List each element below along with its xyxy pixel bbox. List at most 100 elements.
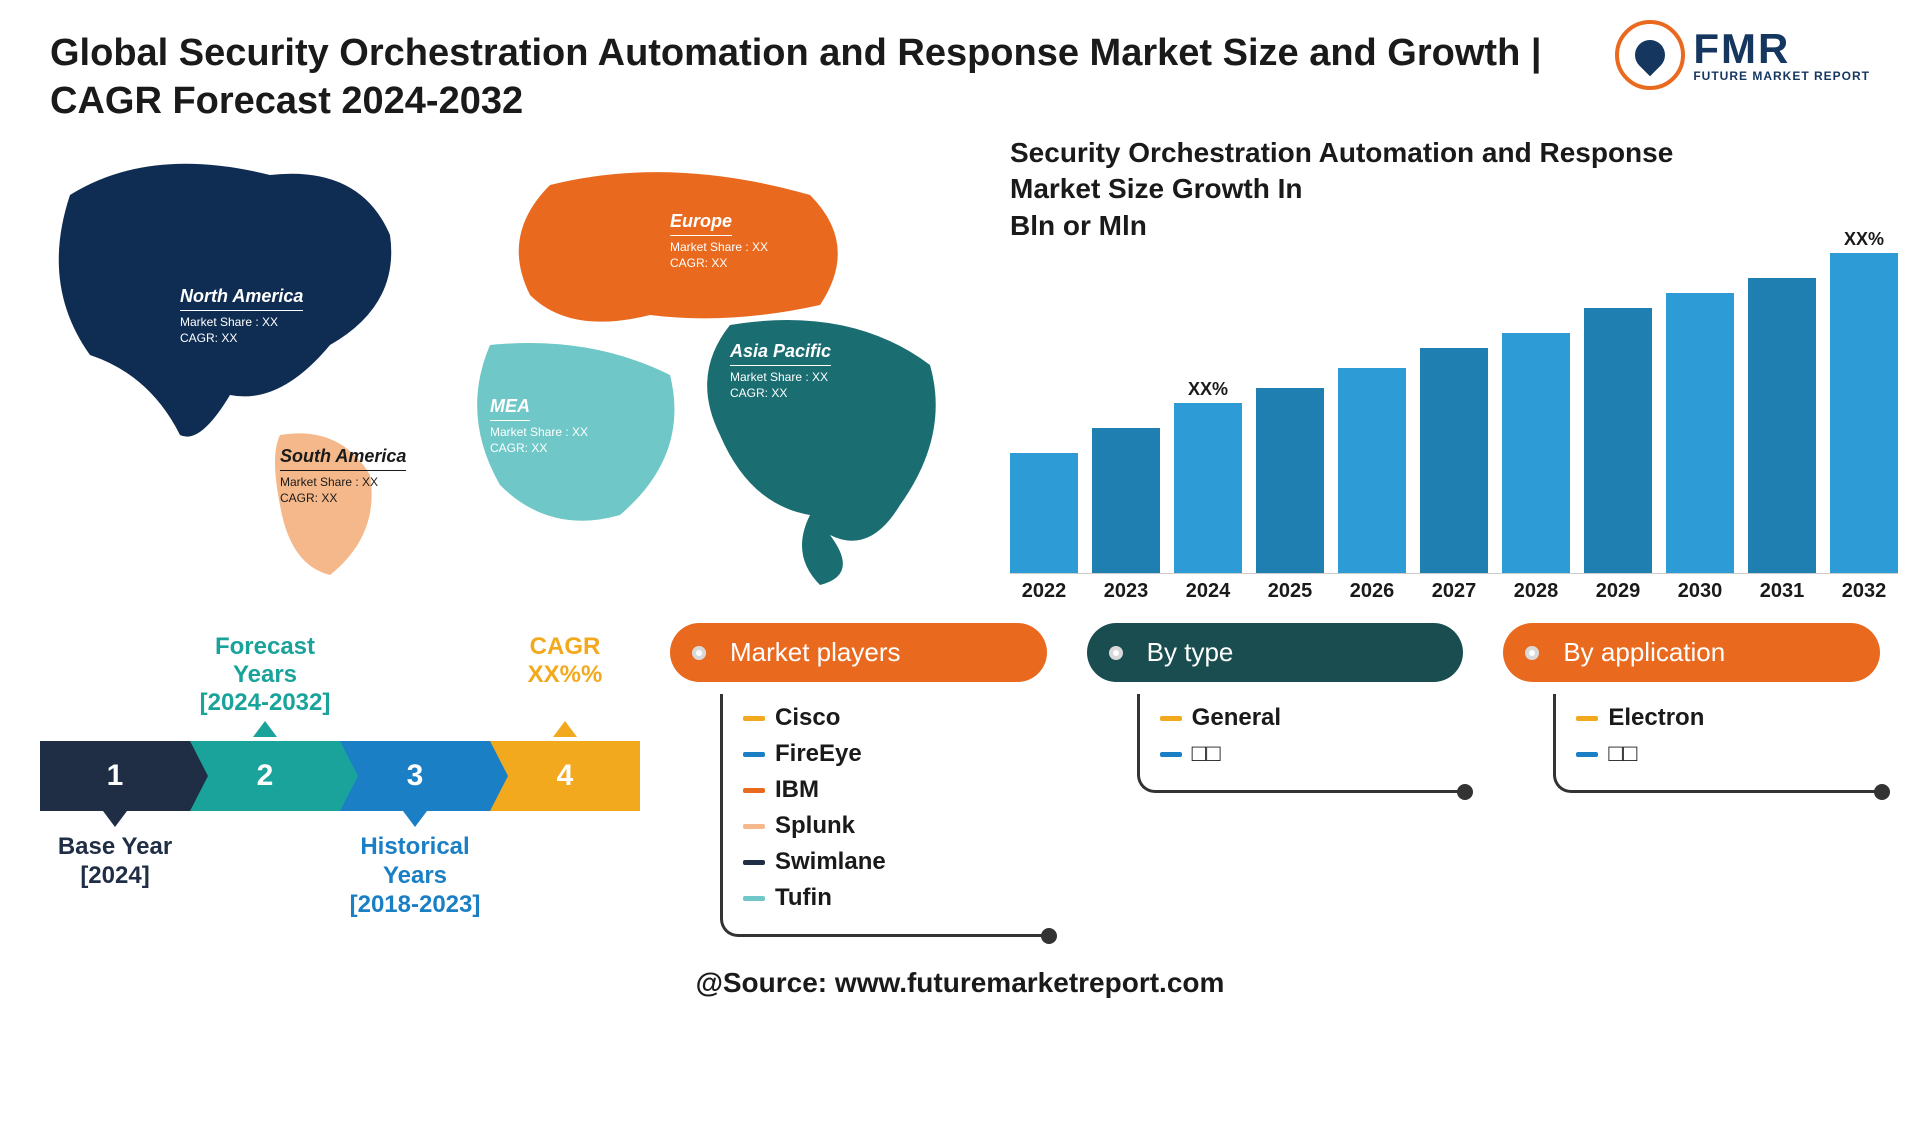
pill-col-by-application: By application Electron □□ — [1503, 623, 1880, 937]
bar-2026 — [1338, 368, 1406, 573]
pill-bracket: Electron □□ — [1553, 694, 1880, 793]
timeline-seg-4: 4 — [490, 741, 640, 811]
bar-2023 — [1092, 428, 1160, 573]
bottom-row: Forecast Years[2024-2032] CAGRXX%% 1234 B… — [0, 603, 1920, 937]
logo-sub: FUTURE MARKET REPORT — [1693, 70, 1870, 82]
pill-item-dash-icon — [743, 824, 765, 829]
timeline-bottom-labels: Base Year[2024] Historical Years[2018-202… — [40, 833, 640, 919]
fmr-logo-icon — [1615, 20, 1685, 90]
pill-item: Splunk — [743, 808, 1047, 844]
x-label-2029: 2029 — [1584, 580, 1652, 603]
bar-2028 — [1502, 333, 1570, 573]
pill-bracket: Cisco FireEye IBM Splunk Swimlane Tufin — [720, 694, 1047, 937]
timeline-pointer-icon — [403, 811, 427, 827]
bar-top-label-2032: XX% — [1844, 229, 1884, 250]
timeline-top-pointers — [40, 721, 640, 737]
pill-item-dash-icon — [1160, 752, 1182, 757]
bar-top-label-2024: XX% — [1188, 379, 1228, 400]
pill-item: FireEye — [743, 736, 1047, 772]
timeline-bar: 1234 — [40, 741, 640, 811]
pill-item-text: Tufin — [775, 884, 832, 912]
bar-2030 — [1666, 293, 1734, 573]
x-label-2026: 2026 — [1338, 580, 1406, 603]
timeline-label-forecast-years: Forecast Years[2024-2032] — [190, 633, 340, 717]
pill-item-dash-icon — [743, 788, 765, 793]
label-north-america: North America Market Share : XX CAGR: XX — [180, 285, 303, 347]
pill-col-market-players: Market players Cisco FireEye IBM Splunk Swiml… — [670, 623, 1047, 937]
bar-2022 — [1010, 453, 1078, 573]
fmr-logo: FMR FUTURE MARKET REPORT — [1615, 20, 1870, 90]
pill-item-text: Swimlane — [775, 848, 886, 876]
timeline-seg-2: 2 — [190, 741, 340, 811]
pill-bracket: General □□ — [1137, 694, 1464, 793]
timeline-seg-1: 1 — [40, 741, 190, 811]
pill-item-text: FireEye — [775, 740, 862, 768]
pill-item-text: Electron — [1608, 704, 1704, 732]
pill-item: □□ — [1160, 736, 1464, 772]
pill-item-text: Splunk — [775, 812, 855, 840]
pill-item: General — [1160, 700, 1464, 736]
bar-chart: Security Orchestration Automation and Re… — [990, 135, 1898, 603]
bar-2031 — [1748, 278, 1816, 573]
chart-x-labels: 2022 2023 2024 2025 2026 2027 2028 2029 2030 2031… — [1010, 580, 1898, 603]
pill-item-text: General — [1192, 704, 1281, 732]
x-label-2032: 2032 — [1830, 580, 1898, 603]
timeline-top-labels: Forecast Years[2024-2032] CAGRXX%% — [40, 633, 640, 717]
pill-col-by-type: By type General □□ — [1087, 623, 1464, 937]
pill-item: Cisco — [743, 700, 1047, 736]
x-label-2024: 2024 — [1174, 580, 1242, 603]
header: Global Security Orchestration Automation… — [0, 0, 1920, 135]
pill-item-dash-icon — [743, 896, 765, 901]
pill-item: □□ — [1576, 736, 1880, 772]
label-mea: MEA Market Share : XX CAGR: XX — [490, 395, 588, 457]
pill-item: Swimlane — [743, 844, 1047, 880]
pill-item-dash-icon — [743, 860, 765, 865]
pills-container: Market players Cisco FireEye IBM Splunk Swiml… — [670, 623, 1880, 937]
bar-2025 — [1256, 388, 1324, 573]
x-label-2025: 2025 — [1256, 580, 1324, 603]
x-label-2023: 2023 — [1092, 580, 1160, 603]
pill-item-text: □□ — [1608, 740, 1637, 768]
pill-item-dash-icon — [1576, 716, 1598, 721]
pill-item: Electron — [1576, 700, 1880, 736]
pill-item-dash-icon — [743, 752, 765, 757]
x-label-2030: 2030 — [1666, 580, 1734, 603]
label-south-america: South America Market Share : XX CAGR: XX — [280, 445, 406, 507]
bar-2027 — [1420, 348, 1488, 573]
pill-item: Tufin — [743, 880, 1047, 916]
x-label-2028: 2028 — [1502, 580, 1570, 603]
label-europe: Europe Market Share : XX CAGR: XX — [670, 210, 768, 272]
timeline-bottom-pointers — [40, 811, 640, 827]
label-asia-pacific: Asia Pacific Market Share : XX CAGR: XX — [730, 340, 831, 402]
pill-header: By type — [1087, 623, 1464, 682]
x-label-2022: 2022 — [1010, 580, 1078, 603]
top-row: North America Market Share : XX CAGR: XX… — [0, 135, 1920, 603]
pill-item-dash-icon — [743, 716, 765, 721]
timeline: Forecast Years[2024-2032] CAGRXX%% 1234 B… — [40, 623, 640, 919]
chart-bars: XX% XX% — [1010, 254, 1898, 574]
x-label-2027: 2027 — [1420, 580, 1488, 603]
bar-2029 — [1584, 308, 1652, 573]
pill-item-text: IBM — [775, 776, 819, 804]
world-map: North America Market Share : XX CAGR: XX… — [30, 135, 970, 585]
pill-item-dash-icon — [1160, 716, 1182, 721]
timeline-pointer-icon — [103, 811, 127, 827]
pill-header: By application — [1503, 623, 1880, 682]
timeline-label-cagr: CAGRXX%% — [490, 633, 640, 717]
logo-fmr: FMR — [1693, 28, 1870, 70]
bar-2032: XX% — [1830, 253, 1898, 573]
bar-2024: XX% — [1174, 403, 1242, 573]
x-label-2031: 2031 — [1748, 580, 1816, 603]
pill-item-text: □□ — [1192, 740, 1221, 768]
pill-item-text: Cisco — [775, 704, 840, 732]
timeline-seg-3: 3 — [340, 741, 490, 811]
timeline-label-base-year: Base Year[2024] — [40, 833, 190, 919]
pill-item: IBM — [743, 772, 1047, 808]
timeline-pointer-icon — [253, 721, 277, 737]
pill-header: Market players — [670, 623, 1047, 682]
chart-title: Security Orchestration Automation and Re… — [1010, 135, 1898, 244]
pill-item-dash-icon — [1576, 752, 1598, 757]
timeline-pointer-icon — [553, 721, 577, 737]
page-title: Global Security Orchestration Automation… — [50, 30, 1615, 125]
timeline-label-historical-years: Historical Years[2018-2023] — [340, 833, 490, 919]
